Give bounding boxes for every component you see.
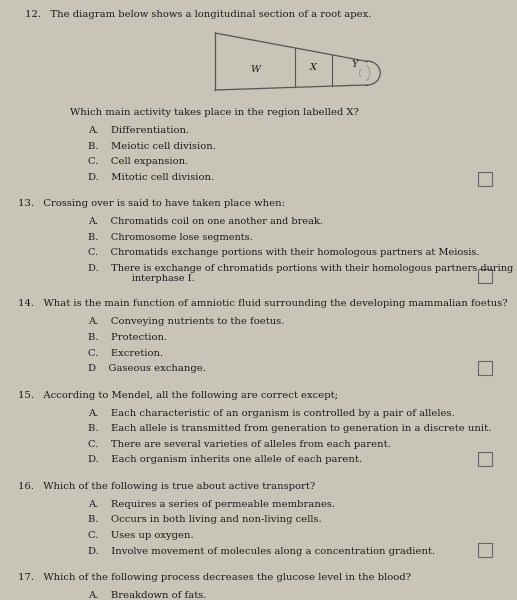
Text: Y: Y [351,60,358,69]
Text: A.    Each characteristic of an organism is controlled by a pair of alleles.: A. Each characteristic of an organism is… [88,409,454,418]
Text: A.    Differentiation.: A. Differentiation. [88,126,189,135]
Text: B.    Protection.: B. Protection. [88,333,167,342]
Text: B.    Occurs in both living and non-living cells.: B. Occurs in both living and non-living … [88,515,322,524]
Text: A.    Chromatids coil on one another and break.: A. Chromatids coil on one another and br… [88,217,323,226]
Text: 14.   What is the main function of amniotic fluid surrounding the developing mam: 14. What is the main function of amnioti… [18,299,508,308]
Text: A.    Requires a series of permeable membranes.: A. Requires a series of permeable membra… [88,500,335,509]
Text: C.    Uses up oxygen.: C. Uses up oxygen. [88,531,194,540]
Text: D.    Each organism inherits one allele of each parent.: D. Each organism inherits one allele of … [88,455,362,464]
Text: C.    Cell expansion.: C. Cell expansion. [88,157,188,166]
Bar [478,269,492,283]
Text: C.    There are several varieties of alleles from each parent.: C. There are several varieties of allele… [88,440,391,449]
Text: B.    Chromosome lose segments.: B. Chromosome lose segments. [88,233,253,242]
Bar [478,172,492,185]
Text: 13.   Crossing over is said to have taken place when:: 13. Crossing over is said to have taken … [18,199,285,208]
Text: 17.   Which of the following process decreases the glucose level in the blood?: 17. Which of the following process decre… [18,573,411,582]
Text: Which main activity takes place in the region labelled X?: Which main activity takes place in the r… [70,108,359,117]
Text: D.    There is exchange of chromatids portions with their homologous partners du: D. There is exchange of chromatids porti… [88,264,513,283]
Text: 15.   According to Mendel, all the following are correct except;: 15. According to Mendel, all the followi… [18,391,338,400]
Text: 16.   Which of the following is true about active transport?: 16. Which of the following is true about… [18,482,315,491]
Text: D.    Involve movement of molecules along a concentration gradient.: D. Involve movement of molecules along a… [88,547,435,556]
Text: D.    Mitotic cell division.: D. Mitotic cell division. [88,173,214,182]
Text: A.    Conveying nutrients to the foetus.: A. Conveying nutrients to the foetus. [88,317,284,326]
Text: B.    Meiotic cell division.: B. Meiotic cell division. [88,142,216,151]
Text: X: X [310,63,317,72]
Text: B.    Each allele is transmitted from generation to generation in a discrete uni: B. Each allele is transmitted from gener… [88,424,491,433]
Bar [478,452,492,466]
Bar [478,544,492,557]
Text: W: W [250,65,260,74]
Text: C.    Chromatids exchange portions with their homologous partners at Meiosis.: C. Chromatids exchange portions with the… [88,248,479,257]
Text: C.    Excretion.: C. Excretion. [88,349,163,358]
Bar [478,361,492,375]
Text: A.    Breakdown of fats.: A. Breakdown of fats. [88,591,206,600]
Text: 12.   The diagram below shows a longitudinal section of a root apex.: 12. The diagram below shows a longitudin… [25,10,371,19]
Text: D    Gaseous exchange.: D Gaseous exchange. [88,364,206,373]
